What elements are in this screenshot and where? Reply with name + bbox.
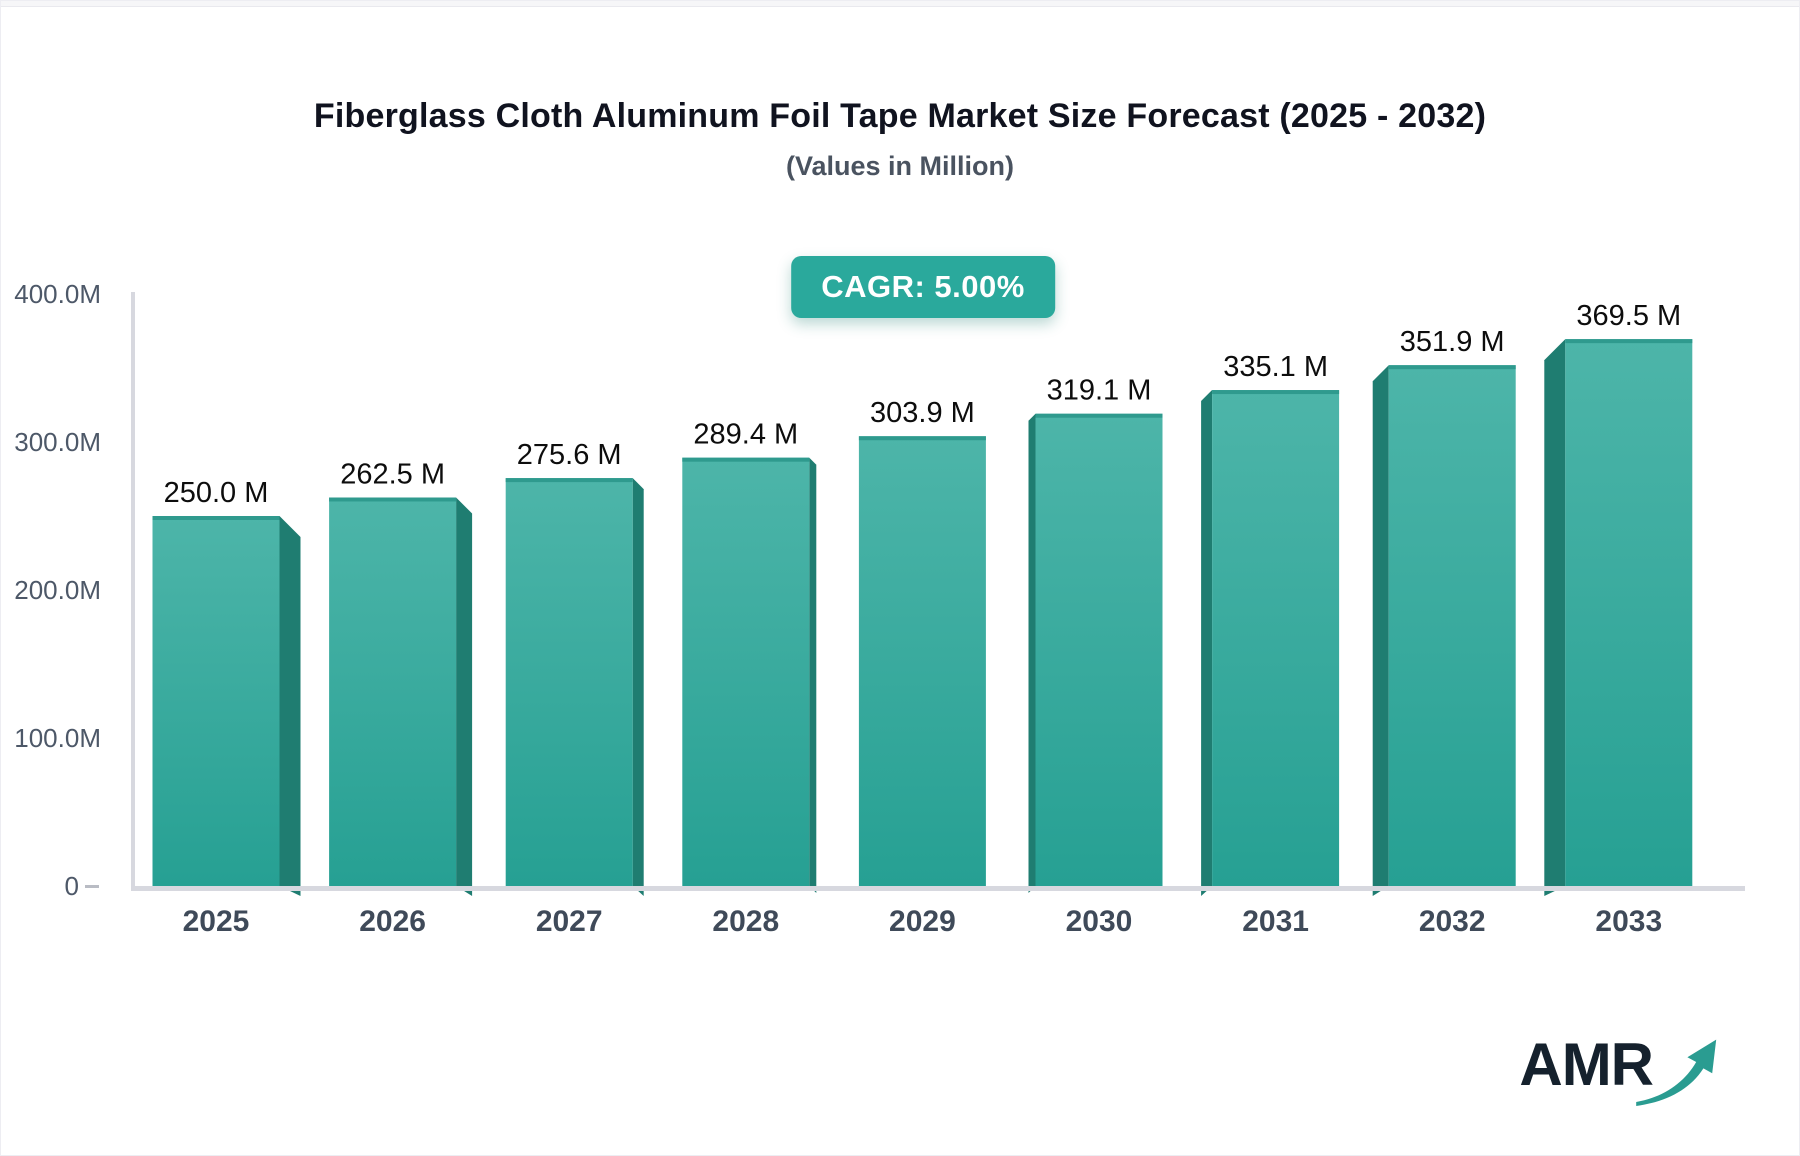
page-title: Fiberglass Cloth Aluminum Foil Tape Mark…: [313, 97, 1487, 135]
x-tick-label: 2025: [183, 905, 250, 938]
bar-value-label: 262.5 M: [340, 459, 445, 491]
cagr-badge: CAGR: 5.00%: [791, 256, 1055, 318]
bar-2033: 369.5 M: [1544, 300, 1693, 896]
bar-top-edge: [1565, 339, 1693, 344]
zero-tick-mark: [85, 885, 99, 888]
y-tick-label: 400.0M: [14, 279, 101, 309]
amr-logo-text: AMR: [1519, 1031, 1654, 1098]
bar-front-face: [1212, 390, 1340, 886]
bar-side-face: [1544, 339, 1566, 896]
x-tick-label: 2029: [889, 905, 956, 938]
bar-value-label: 335.1 M: [1223, 351, 1328, 383]
bar-side-face: [809, 457, 817, 893]
bar-2027: 275.6 M: [505, 439, 644, 896]
bar-2029: 303.9 M: [858, 397, 986, 886]
x-tick-label: 2030: [1066, 905, 1133, 938]
bar-2031: 335.1 M: [1201, 351, 1340, 896]
bar-front-face: [1035, 413, 1163, 886]
y-tick-label: 300.0M: [14, 427, 101, 457]
bar-value-label: 351.9 M: [1400, 326, 1505, 358]
bar-front-face: [329, 497, 457, 886]
bar-2032: 351.9 M: [1372, 326, 1516, 896]
bar-front-face: [682, 457, 810, 886]
bar-top-edge: [1388, 365, 1516, 370]
bar-top-edge: [505, 478, 633, 483]
page-subtitle: (Values in Million): [785, 151, 1015, 181]
bar-front-face: [152, 516, 280, 886]
x-tick-label: 2031: [1242, 905, 1309, 938]
x-tick-label: 2028: [712, 905, 779, 938]
x-tick-label: 2026: [359, 905, 426, 938]
bar-2028: 289.4 M: [682, 419, 817, 893]
bar-side-face: [1028, 413, 1036, 893]
bar-value-label: 319.1 M: [1047, 375, 1152, 407]
x-tick-label: 2027: [536, 905, 603, 938]
bar-side-face: [1372, 365, 1389, 896]
bar-value-label: 289.4 M: [693, 419, 798, 451]
bar-value-label: 275.6 M: [517, 439, 622, 471]
x-axis-line: [131, 886, 1745, 891]
bar-top-edge: [858, 436, 986, 441]
bar-side-face: [632, 478, 644, 896]
bar-2030: 319.1 M: [1028, 375, 1163, 893]
y-tick-label: 100.0M: [14, 723, 101, 753]
bar-value-label: 303.9 M: [870, 397, 975, 429]
bar-side-face: [456, 497, 473, 896]
x-tick-label: 2032: [1419, 905, 1486, 938]
bar-front-face: [858, 436, 986, 886]
bar-front-face: [505, 478, 633, 886]
amr-logo: AMR: [1519, 1035, 1721, 1107]
bar-front-face: [1565, 339, 1693, 886]
bar-value-label: 369.5 M: [1576, 300, 1681, 332]
bar-2025: 250.0 M: [152, 477, 301, 896]
bar-side-face: [279, 516, 301, 896]
bar-front-face: [1388, 365, 1516, 886]
bar-top-edge: [1212, 390, 1340, 395]
bar-side-face: [1201, 390, 1213, 896]
bar-2026: 262.5 M: [329, 459, 473, 896]
y-axis-line: [131, 292, 135, 891]
y-tick-label: 0: [65, 871, 79, 901]
bar-top-edge: [329, 497, 457, 502]
growth-arrow-icon: [1636, 1039, 1717, 1106]
x-tick-label: 2033: [1595, 905, 1662, 938]
y-tick-label: 200.0M: [14, 575, 101, 605]
bar-top-edge: [152, 516, 280, 520]
top-strip: [1, 1, 1799, 7]
bar-top-edge: [1035, 413, 1163, 418]
bar-value-label: 250.0 M: [164, 477, 269, 509]
bar-top-edge: [682, 457, 810, 462]
